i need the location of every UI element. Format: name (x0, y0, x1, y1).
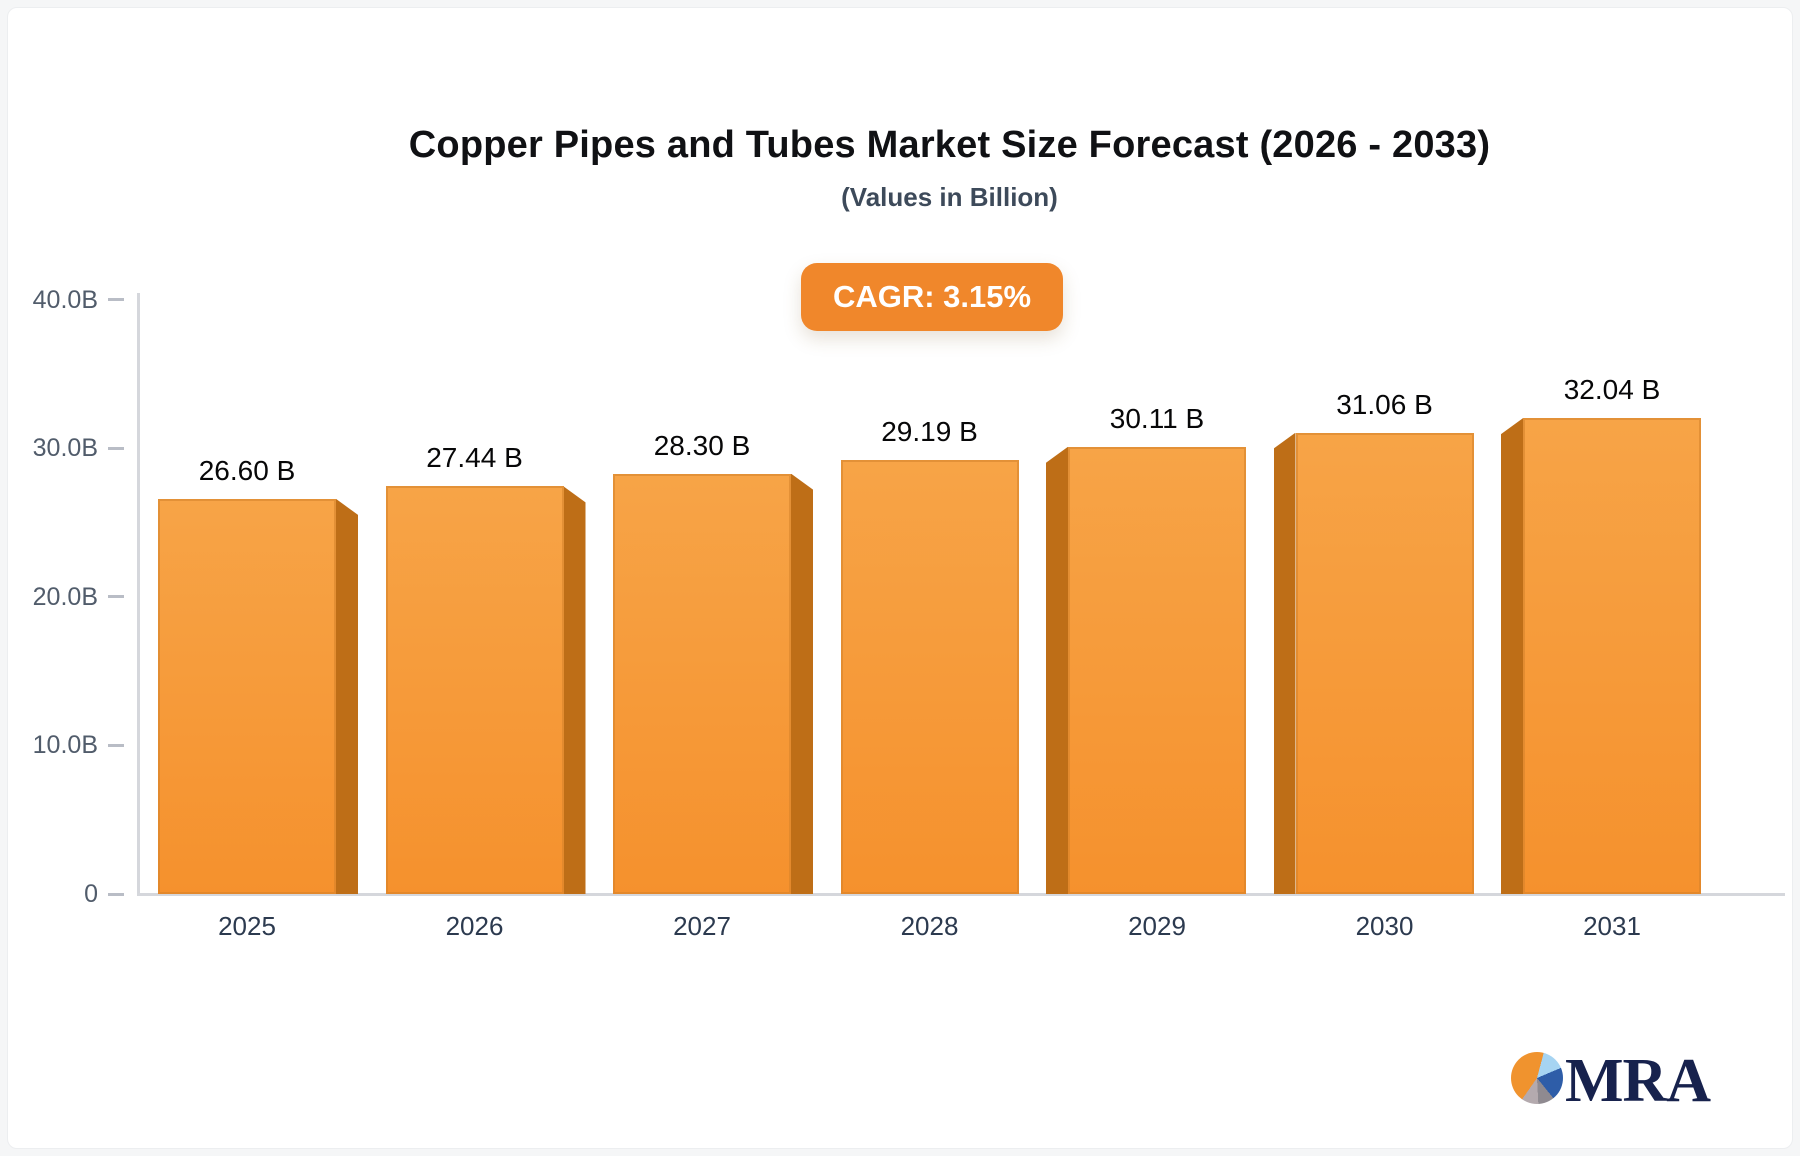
bar-2029 (1068, 446, 1246, 894)
y-tick-label-0: 0 (84, 880, 98, 908)
y-tick-20 (108, 595, 124, 599)
x-axis-label-2030: 2030 (1355, 911, 1414, 941)
bar-2027 (613, 473, 791, 894)
logo-text: MRA (1565, 1047, 1711, 1115)
x-axis-label-2027: 2027 (673, 911, 731, 941)
x-axis-label-2031: 2031 (1583, 911, 1641, 941)
bar-value-2031: 32.04 B (1563, 374, 1661, 406)
bar-value-2026: 27.44 B (426, 442, 523, 474)
chart-card: Copper Pipes and Tubes Market Size Forec… (7, 7, 1793, 1149)
y-tick-label-40: 40.0B (32, 285, 98, 314)
y-tick-30 (108, 446, 124, 450)
bar-2031 (1523, 418, 1701, 894)
y-tick-label-30: 30.0B (32, 434, 98, 463)
bar-2025 (158, 498, 336, 894)
bar-2030 (1295, 432, 1474, 894)
x-axis-baseline (137, 893, 1785, 896)
x-axis-label-2025: 2025 (218, 911, 276, 941)
y-axis-line (137, 293, 140, 896)
bar-side-2031 (1501, 418, 1523, 894)
bar-value-2029: 30.11 B (1109, 402, 1205, 434)
bar-side-2030 (1273, 432, 1296, 894)
chart-title: Copper Pipes and Tubes Market Size Forec… (408, 124, 1491, 166)
bar-side-2029 (1046, 446, 1068, 894)
y-tick-0 (108, 892, 124, 896)
mra-logo: MRA (1511, 1046, 1741, 1116)
bar-value-2025: 26.60 B (198, 454, 296, 486)
x-axis-label-2028: 2028 (900, 911, 959, 941)
x-axis-label-2029: 2029 (1128, 911, 1186, 941)
x-axis-label-2026: 2026 (445, 911, 504, 941)
bar-2026 (385, 486, 564, 894)
bar-side-2027 (791, 473, 813, 894)
bar-side-2026 (563, 486, 586, 894)
y-tick-40 (108, 298, 124, 302)
chart-subtitle: (Values in Billion) (841, 182, 1058, 212)
cagr-badge: CAGR: 3.15% (801, 263, 1063, 331)
y-tick-label-20: 20.0B (32, 582, 98, 611)
bar-side-2025 (336, 498, 358, 894)
bar-value-2028: 29.19 B (881, 416, 978, 448)
y-tick-10 (108, 743, 124, 747)
bar-2028 (840, 460, 1019, 894)
bar-value-2027: 28.30 B (653, 429, 751, 461)
pie-chart-logo-icon (1511, 1052, 1563, 1104)
bar-value-2030: 31.06 B (1336, 388, 1433, 420)
y-tick-label-10: 10.0B (32, 731, 98, 760)
